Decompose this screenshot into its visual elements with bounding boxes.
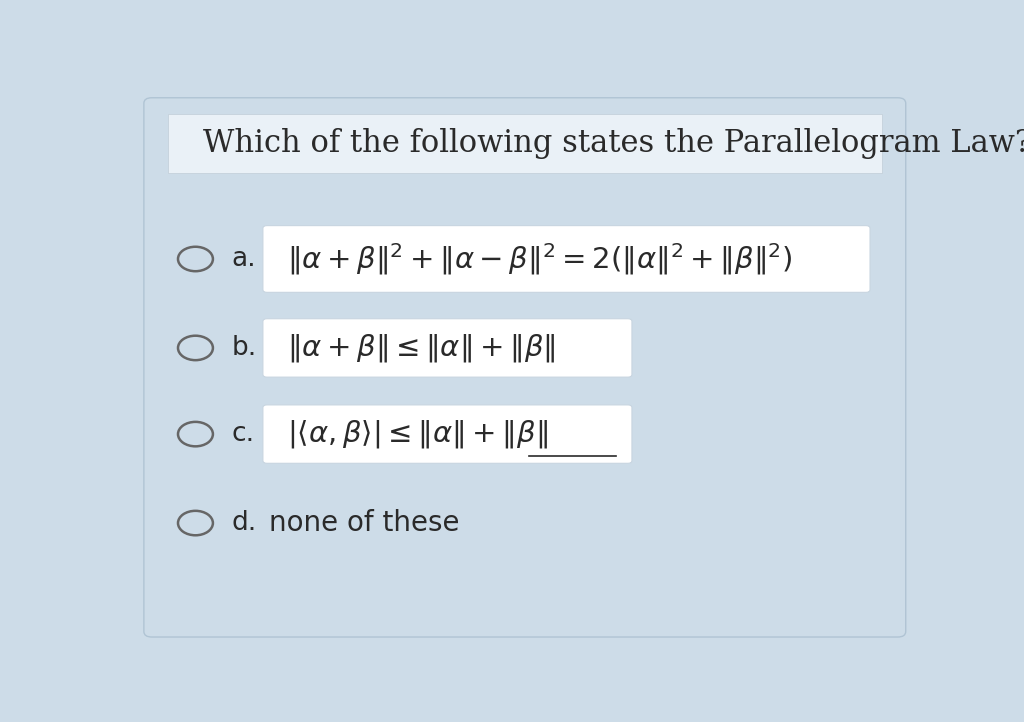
FancyBboxPatch shape <box>168 114 882 173</box>
FancyBboxPatch shape <box>263 405 632 464</box>
Text: c.: c. <box>231 421 254 447</box>
FancyBboxPatch shape <box>263 225 870 292</box>
Text: Which of the following states the Parallelogram Law?: Which of the following states the Parall… <box>204 128 1024 159</box>
Text: $\|\alpha + \beta\| \leq \|\alpha\| + \|\beta\|$: $\|\alpha + \beta\| \leq \|\alpha\| + \|… <box>287 332 555 364</box>
Text: $\|\alpha + \beta\|^2+\|\alpha - \beta\|^2 = 2(\|\alpha\|^2 + \|\beta\|^2)$: $\|\alpha + \beta\|^2+\|\alpha - \beta\|… <box>287 241 793 277</box>
FancyBboxPatch shape <box>143 97 905 637</box>
Text: none of these: none of these <box>269 509 460 537</box>
FancyBboxPatch shape <box>263 318 632 377</box>
Text: d.: d. <box>231 510 256 536</box>
Text: a.: a. <box>231 246 256 272</box>
Text: b.: b. <box>231 335 256 361</box>
Text: $|\langle\alpha, \beta\rangle| \leq \|\alpha\| + \|\beta\|$: $|\langle\alpha, \beta\rangle| \leq \|\a… <box>287 418 548 450</box>
